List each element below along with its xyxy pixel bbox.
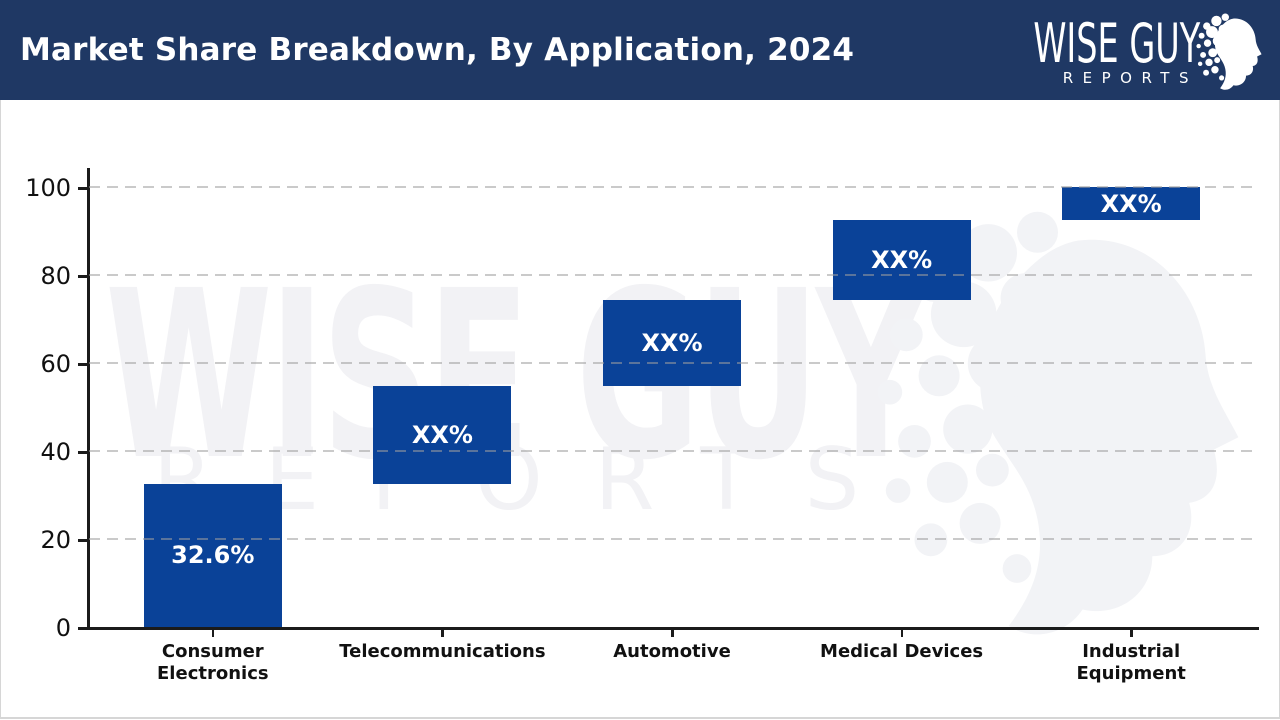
y-tick-mark — [78, 451, 87, 454]
bar — [373, 386, 512, 484]
x-category-label: Medical Devices — [820, 641, 984, 662]
gridline — [89, 538, 1259, 540]
y-tick-label: 20 — [40, 526, 71, 554]
gridline — [89, 274, 1259, 276]
x-tick-mark — [211, 630, 215, 637]
bar-value-label: XX% — [1100, 189, 1162, 218]
gridline — [89, 186, 1259, 188]
logo-text: WISE GUY REPORTS — [931, 12, 1200, 88]
bar — [1062, 187, 1201, 220]
watermark-head-icon — [877, 211, 1239, 635]
y-axis-line — [87, 168, 90, 630]
y-tick-mark — [78, 539, 87, 542]
watermark-wordmark: WISE GUY — [105, 241, 926, 511]
header: Market Share Breakdown, By Application, … — [0, 0, 1280, 100]
bar — [143, 483, 282, 627]
logo-wordmark: WISE GUY — [1033, 12, 1200, 75]
gridline — [89, 362, 1259, 364]
y-tick-mark — [78, 363, 87, 366]
x-tick-mark — [1130, 630, 1133, 637]
x-tick-mark — [441, 630, 444, 637]
logo-subtitle: REPORTS — [1062, 69, 1198, 87]
bar-value-label: XX% — [411, 420, 473, 449]
logo-head-icon — [1196, 13, 1262, 90]
y-tick-label: 60 — [40, 350, 71, 378]
bar — [603, 300, 741, 387]
x-category-label: Automotive — [613, 641, 731, 662]
y-tick-label: 40 — [40, 438, 71, 466]
y-tick-label: 0 — [55, 614, 71, 642]
x-axis-line — [87, 627, 1259, 630]
x-category-label: Telecommunications — [339, 641, 546, 662]
y-tick-label: 80 — [40, 262, 71, 290]
y-tick-mark — [78, 275, 87, 278]
bar-value-label: XX% — [871, 246, 933, 275]
y-tick-mark — [78, 627, 87, 630]
wise-guy-logo: WISE GUY REPORTS — [931, 6, 1266, 98]
x-tick-mark — [671, 630, 674, 637]
chart-area: WISE GUY REPORTS 0 20 40 60 80 100 32.6% Consum… — [0, 100, 1280, 719]
y-tick-label: 100 — [25, 174, 71, 202]
bar-value-label: XX% — [641, 329, 703, 358]
x-category-label: Consumer Electronics — [157, 641, 269, 684]
gridline — [89, 450, 1259, 452]
y-tick-mark — [78, 187, 87, 190]
x-category-label: Industrial Equipment — [1076, 641, 1186, 684]
x-tick-mark — [900, 630, 904, 637]
page-title: Market Share Breakdown, By Application, … — [20, 32, 855, 68]
bar-value-label: 32.6% — [171, 541, 255, 570]
bar — [832, 220, 971, 301]
